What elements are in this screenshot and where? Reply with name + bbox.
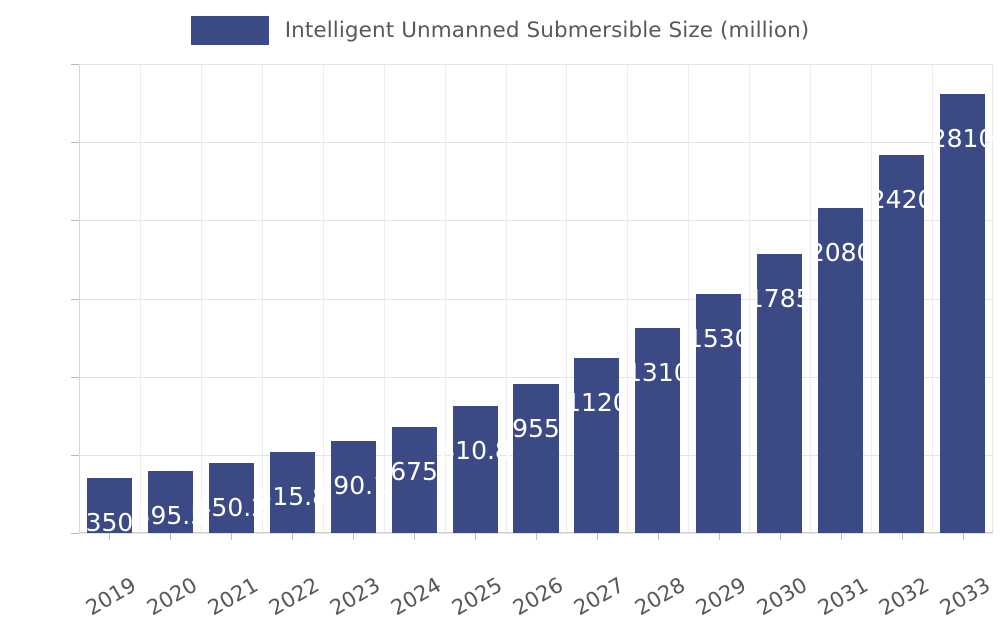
gridline-vertical xyxy=(932,64,933,533)
x-axis-tick-mark xyxy=(658,533,659,540)
bar-rect[interactable] xyxy=(939,93,986,533)
bar-column[interactable]: 515.8 xyxy=(256,64,328,533)
x-axis-tick-mark xyxy=(780,533,781,540)
bar-rect[interactable] xyxy=(574,357,620,533)
x-axis-tick-mark xyxy=(170,533,171,540)
gridline-vertical xyxy=(627,64,628,533)
x-axis-tick-mark xyxy=(841,533,842,540)
plot-area: 350 395.5 450.2 515.8 590.1 675 810.8 955 1120 13… xyxy=(71,64,994,620)
gridline-vertical xyxy=(384,64,385,533)
bar-column[interactable]: 810.8 xyxy=(439,64,511,533)
gridline-vertical xyxy=(445,64,446,533)
bar-rect[interactable] xyxy=(757,253,803,533)
bar-column[interactable]: 2420 xyxy=(870,64,933,533)
gridline-horizontal xyxy=(79,376,993,378)
bar-chart: Intelligent Unmanned Submersible Size (m… xyxy=(0,10,1000,620)
bar-column[interactable]: 395.5 xyxy=(135,64,206,533)
bar-rect[interactable] xyxy=(269,452,315,533)
x-axis-tick-mark xyxy=(536,533,537,540)
bar-column[interactable]: 350 xyxy=(86,64,133,537)
y-axis-tick-mark xyxy=(71,220,79,222)
x-axis-tick-mark xyxy=(109,533,110,540)
y-axis-tick-mark xyxy=(71,376,79,378)
x-axis-tick-mark xyxy=(292,533,293,540)
bar-column[interactable]: 1120 xyxy=(565,64,629,533)
x-axis-tick-mark xyxy=(475,533,476,540)
x-axis-tick-mark xyxy=(414,533,415,540)
bar-series-group: 350 395.5 450.2 515.8 590.1 675 810.8 955 1120 13… xyxy=(79,64,994,537)
bar-column[interactable]: 675 xyxy=(390,64,438,533)
chart-legend: Intelligent Unmanned Submersible Size (m… xyxy=(0,10,1000,50)
x-axis-tick-mark xyxy=(597,533,598,540)
bar-rect[interactable] xyxy=(818,207,864,533)
bar-rect[interactable] xyxy=(513,383,559,533)
x-axis-tick-mark xyxy=(353,533,354,540)
bar-column[interactable]: 1785 xyxy=(748,64,812,533)
bar-column[interactable]: 2810 xyxy=(931,64,994,533)
bar-rect[interactable] xyxy=(635,328,681,533)
bar-rect[interactable] xyxy=(696,293,742,533)
bar-column[interactable]: 450.2 xyxy=(196,64,267,533)
gridline-vertical xyxy=(140,64,141,533)
bar-rect[interactable] xyxy=(208,462,254,533)
y-axis-tick-mark xyxy=(71,298,79,300)
gridline-horizontal xyxy=(79,64,993,65)
bar-rect[interactable] xyxy=(391,427,437,533)
x-axis-tick-mark xyxy=(963,533,964,540)
y-axis-tick-mark xyxy=(71,142,79,144)
gridline-vertical xyxy=(323,64,324,533)
x-axis-tick-mark xyxy=(231,533,232,540)
legend-label-series-1: Intelligent Unmanned Submersible Size (m… xyxy=(284,17,810,43)
legend-color-swatch xyxy=(190,15,269,45)
bar-column[interactable]: 955 xyxy=(512,64,560,533)
bar-column[interactable]: 1310 xyxy=(626,64,690,533)
gridline-horizontal xyxy=(79,220,993,222)
bar-column[interactable]: 590.1 xyxy=(317,64,389,533)
gridline-vertical xyxy=(749,64,750,533)
y-axis-tick-mark xyxy=(71,533,79,534)
gridline-vertical xyxy=(566,64,567,533)
gridline-vertical xyxy=(688,64,689,533)
x-axis-tick-label-text: 2019 xyxy=(82,572,141,620)
bar-rect[interactable] xyxy=(452,406,498,533)
gridline-vertical xyxy=(201,64,202,533)
bar-rect[interactable] xyxy=(147,471,193,533)
gridline-vertical xyxy=(506,64,507,533)
bar-column[interactable]: 1530 xyxy=(687,64,751,533)
y-axis-tick-mark xyxy=(71,454,79,456)
gridline-vertical xyxy=(871,64,872,533)
bar-rect[interactable] xyxy=(86,478,132,533)
x-axis-tick-mark xyxy=(902,533,903,540)
bar-rect[interactable] xyxy=(879,154,925,533)
y-axis-tick-mark xyxy=(71,64,79,65)
bar-rect[interactable] xyxy=(330,440,376,533)
gridline-horizontal xyxy=(79,298,993,300)
bar-column[interactable]: 2080 xyxy=(809,64,872,533)
gridline-horizontal xyxy=(79,142,993,144)
gridline-vertical xyxy=(262,64,263,533)
gridline-vertical xyxy=(810,64,811,533)
x-axis-tick-label: 2033 xyxy=(935,546,1000,620)
x-axis-tick-mark xyxy=(719,533,720,540)
